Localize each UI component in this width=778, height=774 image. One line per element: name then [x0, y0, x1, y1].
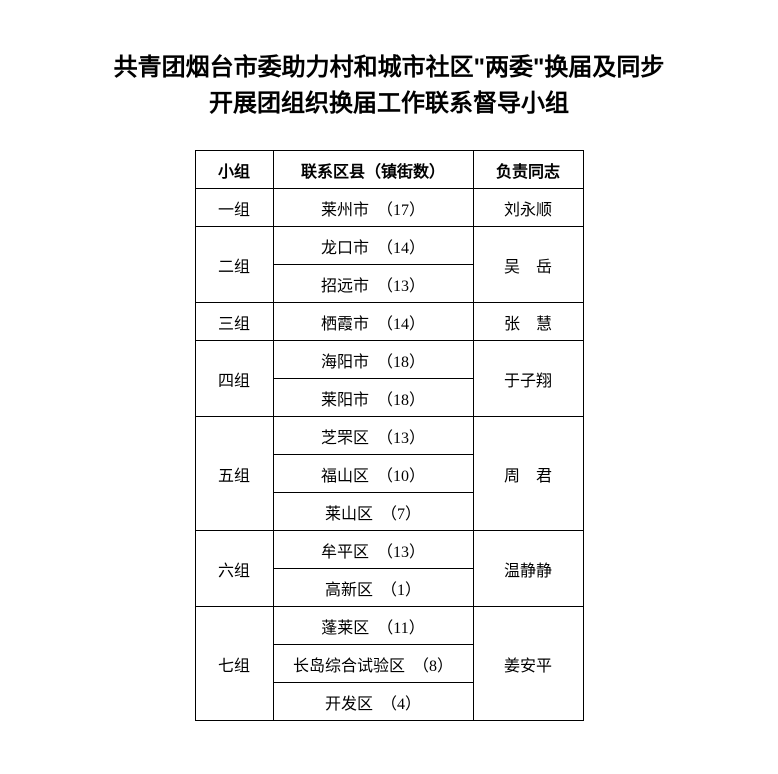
col-header-person: 负责同志: [473, 151, 583, 189]
area-cell: 莱山区 （7）: [273, 493, 473, 531]
groups-table: 小组 联系区县（镇街数） 负责同志 一组莱州市 （17）刘永顺二组龙口市 （14…: [195, 150, 584, 721]
area-cell: 蓬莱区 （11）: [273, 607, 473, 645]
col-header-group: 小组: [195, 151, 273, 189]
area-cell: 龙口市 （14）: [273, 227, 473, 265]
area-cell: 海阳市 （18）: [273, 341, 473, 379]
area-cell: 莱州市 （17）: [273, 189, 473, 227]
person-cell: 周 君: [473, 417, 583, 531]
person-cell: 张 慧: [473, 303, 583, 341]
area-cell: 栖霞市 （14）: [273, 303, 473, 341]
page-title: 共青团烟台市委助力村和城市社区"两委"换届及同步开展团组织换届工作联系督导小组: [109, 50, 669, 122]
group-cell: 四组: [195, 341, 273, 417]
table-row: 一组莱州市 （17）刘永顺: [195, 189, 583, 227]
person-cell: 于子翔: [473, 341, 583, 417]
group-cell: 一组: [195, 189, 273, 227]
area-cell: 长岛综合试验区 （8）: [273, 645, 473, 683]
person-cell: 刘永顺: [473, 189, 583, 227]
col-header-area: 联系区县（镇街数）: [273, 151, 473, 189]
area-cell: 开发区 （4）: [273, 683, 473, 721]
area-cell: 莱阳市 （18）: [273, 379, 473, 417]
group-cell: 五组: [195, 417, 273, 531]
person-cell: 姜安平: [473, 607, 583, 721]
table-row: 五组芝罘区 （13）周 君: [195, 417, 583, 455]
table-row: 四组海阳市 （18）于子翔: [195, 341, 583, 379]
group-cell: 七组: [195, 607, 273, 721]
table-row: 七组蓬莱区 （11）姜安平: [195, 607, 583, 645]
area-cell: 福山区 （10）: [273, 455, 473, 493]
document-page: 共青团烟台市委助力村和城市社区"两委"换届及同步开展团组织换届工作联系督导小组 …: [0, 0, 778, 721]
person-cell: 温静静: [473, 531, 583, 607]
area-cell: 芝罘区 （13）: [273, 417, 473, 455]
table-body: 一组莱州市 （17）刘永顺二组龙口市 （14）吴 岳招远市 （13）三组栖霞市 …: [195, 189, 583, 721]
table-row: 三组栖霞市 （14）张 慧: [195, 303, 583, 341]
area-cell: 高新区 （1）: [273, 569, 473, 607]
table-header-row: 小组 联系区县（镇街数） 负责同志: [195, 151, 583, 189]
group-cell: 三组: [195, 303, 273, 341]
table-row: 六组牟平区 （13）温静静: [195, 531, 583, 569]
person-cell: 吴 岳: [473, 227, 583, 303]
area-cell: 牟平区 （13）: [273, 531, 473, 569]
group-cell: 二组: [195, 227, 273, 303]
area-cell: 招远市 （13）: [273, 265, 473, 303]
table-row: 二组龙口市 （14）吴 岳: [195, 227, 583, 265]
group-cell: 六组: [195, 531, 273, 607]
